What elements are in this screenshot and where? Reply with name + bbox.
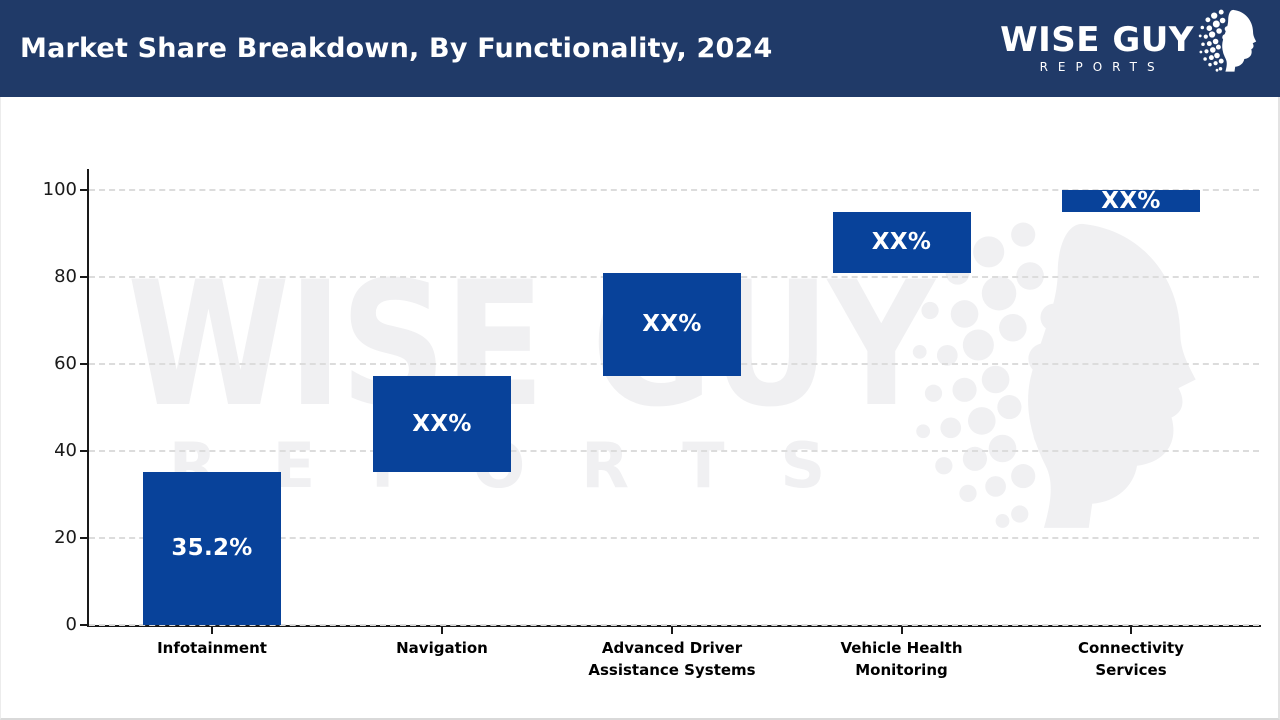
x-tick-mark-connectivity-services [1130, 627, 1132, 634]
gridline-20 [89, 537, 1259, 539]
x-tick-mark-vehicle-health-monitoring [900, 627, 903, 634]
bar-vehicle-health-monitoring: XX% [832, 211, 971, 273]
x-axis-label-vehicle-health-monitoring: Vehicle Health Monitoring [840, 639, 963, 679]
logo-reports-text: REPORTS [1039, 60, 1165, 74]
bar-infotainment: 35.2% [143, 471, 281, 625]
logo-brand-text: WISE GUY [1000, 20, 1194, 60]
y-tick-label-60: 60 [54, 353, 77, 374]
bar-value-label-advanced-driver-assistance-systems: XX% [642, 311, 702, 338]
x-axis-label-advanced-driver-assistance-systems: Advanced Driver Assistance Systems [588, 639, 756, 679]
x-axis-label-navigation: Navigation [396, 639, 488, 657]
gridline-100 [89, 189, 1259, 191]
report-header: Market Share Breakdown, By Functionality… [0, 0, 1280, 97]
x-tick-mark-navigation [441, 627, 443, 634]
y-tick-label-100: 100 [42, 179, 77, 200]
y-tick-mark-60 [80, 363, 88, 365]
y-tick-mark-80 [80, 276, 88, 278]
bar-value-label-vehicle-health-monitoring: XX% [871, 229, 932, 256]
y-tick-label-40: 40 [54, 440, 77, 461]
logo-wordmark: WISE GUY REPORTS [1000, 23, 1194, 74]
x-axis-spine [87, 625, 1261, 627]
chart-area: WISE GUY REPORTS 0 20 40 60 80 100 35.2% Infota… [0, 97, 1280, 720]
bar-value-label-navigation: XX% [412, 411, 472, 438]
y-tick-mark-20 [80, 537, 88, 539]
x-axis-label-infotainment: Infotainment [157, 639, 267, 657]
y-tick-mark-0 [80, 624, 88, 626]
gridline-40 [89, 450, 1259, 452]
wiseguy-logo: WISE GUY REPORTS [1000, 6, 1266, 91]
x-tick-mark-advanced-driver-assistance-systems [671, 627, 673, 634]
x-tick-mark-infotainment [211, 627, 213, 634]
bar-advanced-driver-assistance-systems: XX% [603, 272, 741, 377]
bar-value-label-connectivity-services: XX% [1101, 187, 1161, 214]
wiseguy-face-icon [1198, 9, 1257, 72]
bar-connectivity-services: XX% [1062, 187, 1200, 214]
bar-value-label-infotainment: 35.2% [171, 535, 253, 562]
page-title: Market Share Breakdown, By Functionality… [20, 33, 773, 64]
x-axis-label-connectivity-services: Connectivity Services [1078, 639, 1184, 679]
watermark-brand-text: WISE GUY [127, 244, 935, 445]
y-tick-label-0: 0 [65, 614, 77, 635]
bar-navigation: XX% [373, 376, 511, 472]
gridline-0 [89, 624, 1259, 626]
plot: 0 20 40 60 80 100 35.2% Infotainment XX% Navigati… [1, 97, 1278, 718]
y-tick-mark-100 [80, 189, 88, 191]
y-tick-mark-40 [80, 450, 88, 452]
y-tick-label-80: 80 [54, 266, 77, 287]
y-axis-spine [87, 169, 89, 627]
y-tick-label-20: 20 [54, 527, 77, 548]
